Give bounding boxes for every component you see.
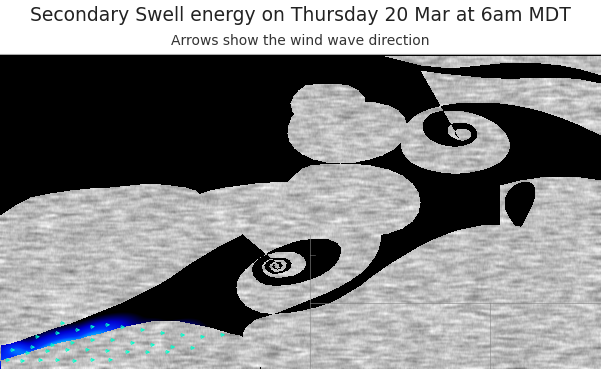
Text: Secondary Swell energy on Thursday 20 Mar at 6am MDT: Secondary Swell energy on Thursday 20 Ma… <box>30 6 571 25</box>
Text: Arrows show the wind wave direction: Arrows show the wind wave direction <box>171 34 430 48</box>
